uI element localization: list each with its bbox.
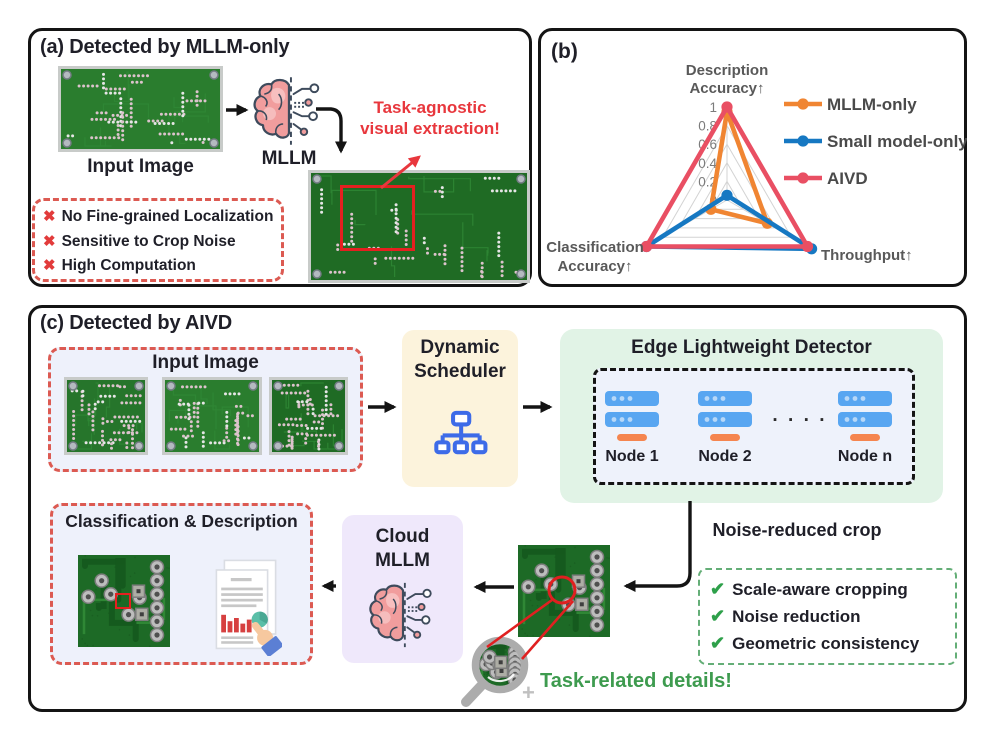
issue-item: ✖ No Fine-grained Localization <box>43 205 273 230</box>
node-label: Node 2 <box>698 448 752 465</box>
pcb-board-graphic <box>308 170 530 283</box>
issues-box <box>32 198 284 282</box>
pcb-board-graphic <box>162 377 262 455</box>
input-image-label-c: Input Image <box>152 352 259 373</box>
input-pcb-2 <box>162 377 262 455</box>
radar-axis-labels: DescriptionAccuracy↑Throughput↑Classific… <box>546 62 912 275</box>
server-stack-graphic <box>838 391 892 441</box>
dynamic-scheduler-box <box>402 330 518 487</box>
report-document-icon <box>210 556 284 657</box>
legend-entry: MLLM-only <box>784 95 917 114</box>
svg-text:0.2: 0.2 <box>698 174 717 189</box>
server-stack-graphic <box>605 391 659 441</box>
input-pcb-1 <box>64 377 148 455</box>
panel-a-title: (a) Detected by MLLM-only <box>40 36 290 58</box>
scheduler-hierarchy-icon <box>431 410 489 462</box>
cross-icon: ✖ <box>43 257 56 274</box>
edge-detector-title: Edge Lightweight Detector <box>631 337 872 358</box>
svg-text:Accuracy↑: Accuracy↑ <box>557 258 632 275</box>
extracted-pcb-image <box>308 170 530 283</box>
extraction-region-box <box>340 185 415 251</box>
brain-circuit-graphic <box>253 77 320 145</box>
feature-item: ✔ Geometric consistency <box>710 630 919 657</box>
legend-entry: AIVD <box>784 169 868 188</box>
features-box <box>698 568 957 665</box>
server-node-icon <box>698 391 752 445</box>
svg-text:Throughput↑: Throughput↑ <box>821 247 913 264</box>
feature-item: ✔ Noise reduction <box>710 603 919 630</box>
svg-text:0.4: 0.4 <box>698 156 717 171</box>
input-image-label-a: Input Image <box>87 156 194 177</box>
panel-c-title: (c) Detected by AIVD <box>40 312 232 334</box>
magnifier-icon: + <box>458 628 550 720</box>
panel-b <box>538 28 967 287</box>
svg-text:MLLM-only: MLLM-only <box>827 95 917 114</box>
pcb-board-graphic <box>269 377 348 455</box>
svg-text:AIVD: AIVD <box>827 169 868 188</box>
radar-legend: MLLM-only Small model-only AIVD <box>784 95 968 188</box>
svg-text:Accuracy↑: Accuracy↑ <box>689 80 764 97</box>
task-agnostic-annotation: Task-agnostic visual extraction! <box>360 98 500 138</box>
svg-text:Small model-only: Small model-only <box>827 132 967 151</box>
input-pcb-3 <box>269 377 348 455</box>
noise-crop-label: Noise-reduced crop <box>712 520 882 540</box>
scheduler-label: Dynamic <box>420 337 500 358</box>
svg-text:Classification: Classification <box>546 239 644 256</box>
noise-reduced-crop-image <box>518 545 610 638</box>
server-node-icon <box>605 391 659 445</box>
panel-b-label: (b) <box>551 40 578 63</box>
radar-chart: 0 0.2 0.4 0.6 0.8 1 Description Accuracy↑ Throug… <box>538 28 968 287</box>
scheduler-label: Scheduler <box>414 361 506 382</box>
pcb-closeup-graphic <box>518 545 610 638</box>
mllm-brain-icon <box>250 72 328 150</box>
defect-region-box <box>115 593 131 609</box>
plus-glyph: + <box>522 680 535 705</box>
check-icon: ✔ <box>710 633 726 653</box>
magnifier-graphic: + <box>461 636 535 707</box>
legend-entry: Small model-only <box>784 132 968 151</box>
cloud-mllm-label: Cloud <box>375 526 430 547</box>
pcb-closeup-graphic <box>78 555 170 648</box>
check-icon: ✔ <box>710 579 726 599</box>
cloud-mllm-label: MLLM <box>375 550 430 571</box>
node-ellipsis: · · · · <box>772 410 828 431</box>
pcb-board-graphic <box>58 66 223 152</box>
feature-item: ✔ Scale-aware cropping <box>710 576 919 603</box>
task-details-label: Task-related details! <box>540 670 732 692</box>
brain-circuit-graphic <box>369 582 432 648</box>
mllm-label: MLLM <box>261 148 317 169</box>
classification-title: Classification & Description <box>65 511 298 531</box>
pcb-board-graphic <box>64 377 148 455</box>
classified-crop-image <box>78 555 170 648</box>
node-label: Node n <box>837 448 893 465</box>
cross-icon: ✖ <box>43 208 56 225</box>
server-stack-graphic <box>698 391 752 441</box>
issue-item: ✖ High Computation <box>43 254 273 279</box>
server-node-icon <box>838 391 892 445</box>
check-icon: ✔ <box>710 606 726 626</box>
node-label: Node 1 <box>605 448 659 465</box>
cross-icon: ✖ <box>43 232 56 250</box>
radar-series <box>640 101 814 253</box>
issue-item: ✖ Sensitive to Crop Noise <box>43 230 273 255</box>
input-pcb-image <box>58 66 223 152</box>
cloud-mllm-brain-icon <box>366 578 440 652</box>
radar-grid <box>645 105 809 247</box>
svg-text:1: 1 <box>709 100 717 115</box>
svg-text:Description: Description <box>686 62 769 79</box>
